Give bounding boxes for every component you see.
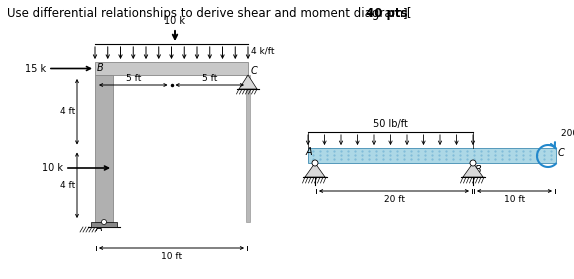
Text: Use differential relationships to derive shear and moment diagram [: Use differential relationships to derive… — [7, 7, 412, 20]
Text: 4 k/ft: 4 k/ft — [251, 46, 274, 55]
Circle shape — [470, 160, 476, 166]
Circle shape — [312, 160, 318, 166]
Bar — [308, 148, 556, 163]
Text: 10 k: 10 k — [42, 163, 63, 173]
Bar — [95, 75, 113, 222]
Text: ]: ] — [403, 7, 408, 20]
Text: C: C — [251, 66, 258, 76]
Text: 20 ft: 20 ft — [383, 195, 405, 204]
Text: 10 k: 10 k — [165, 16, 185, 26]
Bar — [246, 75, 250, 222]
Text: 10 ft: 10 ft — [504, 195, 525, 204]
Polygon shape — [305, 163, 325, 177]
Polygon shape — [463, 163, 483, 177]
Text: A: A — [96, 223, 103, 233]
Text: 4 ft: 4 ft — [60, 181, 75, 190]
Text: 5 ft: 5 ft — [202, 74, 218, 83]
Text: B: B — [475, 165, 482, 175]
Text: 15 k: 15 k — [25, 64, 46, 73]
Circle shape — [102, 220, 107, 225]
Text: 4 ft: 4 ft — [60, 107, 75, 116]
Text: 5 ft: 5 ft — [126, 74, 141, 83]
Text: 200 lb-ft: 200 lb-ft — [561, 129, 574, 138]
Text: B: B — [97, 63, 104, 73]
Polygon shape — [239, 75, 257, 89]
Text: 50 lb/ft: 50 lb/ft — [373, 119, 408, 129]
Bar — [95, 62, 248, 75]
Text: A: A — [305, 147, 312, 157]
Text: 40 pts: 40 pts — [366, 7, 407, 20]
Bar — [91, 222, 117, 227]
Text: 10 ft: 10 ft — [161, 252, 182, 261]
Text: C: C — [558, 148, 565, 158]
